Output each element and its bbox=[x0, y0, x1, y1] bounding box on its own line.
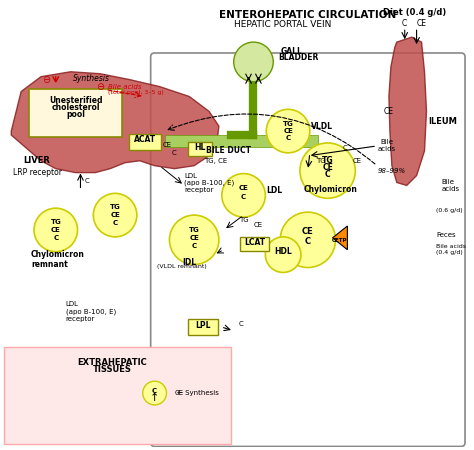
Text: BILE DUCT: BILE DUCT bbox=[206, 146, 251, 155]
Text: VLDL: VLDL bbox=[311, 122, 333, 130]
Polygon shape bbox=[11, 72, 219, 173]
FancyBboxPatch shape bbox=[29, 89, 122, 137]
Text: Bile
acids: Bile acids bbox=[441, 179, 459, 192]
Text: C: C bbox=[325, 170, 330, 179]
Text: BLADDER: BLADDER bbox=[278, 53, 319, 62]
Text: ACAT: ACAT bbox=[134, 135, 156, 144]
Text: TG: TG bbox=[239, 217, 248, 223]
Text: C: C bbox=[191, 243, 197, 249]
Text: C: C bbox=[305, 237, 311, 246]
Circle shape bbox=[265, 237, 301, 272]
Text: ⊖: ⊖ bbox=[42, 75, 50, 85]
Polygon shape bbox=[389, 37, 427, 185]
Text: C: C bbox=[238, 321, 243, 327]
Text: (total pool, 3–5 g): (total pool, 3–5 g) bbox=[108, 90, 164, 94]
Text: ↑: ↑ bbox=[150, 393, 159, 403]
Text: LPL: LPL bbox=[195, 321, 211, 330]
Text: Feces: Feces bbox=[437, 232, 456, 238]
Text: CE: CE bbox=[417, 19, 427, 28]
Text: C: C bbox=[53, 235, 58, 241]
Text: CE: CE bbox=[238, 185, 248, 191]
FancyBboxPatch shape bbox=[129, 134, 161, 150]
Text: LDL
(apo B-100, E)
receptor: LDL (apo B-100, E) receptor bbox=[65, 301, 116, 322]
Text: CE: CE bbox=[353, 158, 362, 164]
Text: C: C bbox=[285, 135, 291, 141]
Text: HDL: HDL bbox=[274, 247, 292, 256]
Text: ILEUM: ILEUM bbox=[428, 117, 457, 126]
Circle shape bbox=[169, 215, 219, 265]
Text: 98–99%: 98–99% bbox=[378, 168, 406, 174]
Circle shape bbox=[280, 212, 336, 267]
Text: Synthesis: Synthesis bbox=[73, 74, 109, 83]
Text: TG: TG bbox=[283, 121, 293, 127]
Text: TG, CE: TG, CE bbox=[204, 158, 228, 164]
FancyBboxPatch shape bbox=[4, 346, 231, 445]
Circle shape bbox=[234, 42, 273, 81]
Text: Unesterified: Unesterified bbox=[49, 96, 102, 105]
Text: cholesterol: cholesterol bbox=[51, 104, 100, 112]
Text: TG: TG bbox=[189, 227, 200, 233]
Text: CE: CE bbox=[51, 227, 61, 233]
Text: (0.6 g/d): (0.6 g/d) bbox=[437, 207, 463, 213]
Text: HL: HL bbox=[194, 144, 206, 153]
Polygon shape bbox=[333, 226, 347, 250]
Text: ENTEROHEPATIC CIRCULATION: ENTEROHEPATIC CIRCULATION bbox=[219, 10, 396, 21]
Text: IDL: IDL bbox=[182, 257, 196, 266]
Circle shape bbox=[300, 143, 356, 198]
Text: TG: TG bbox=[109, 204, 120, 210]
Circle shape bbox=[143, 381, 166, 405]
Text: C: C bbox=[112, 220, 118, 226]
Text: TG: TG bbox=[316, 158, 326, 164]
Text: Bile acids: Bile acids bbox=[108, 84, 142, 90]
Text: Bile acids
(0.4 g/d): Bile acids (0.4 g/d) bbox=[437, 244, 466, 255]
FancyArrow shape bbox=[164, 135, 318, 147]
Circle shape bbox=[222, 174, 265, 217]
FancyBboxPatch shape bbox=[188, 319, 218, 335]
Text: LCAT: LCAT bbox=[244, 238, 265, 248]
Text: HEPATIC PORTAL VEIN: HEPATIC PORTAL VEIN bbox=[235, 20, 332, 29]
Text: C: C bbox=[402, 19, 407, 28]
Text: CE: CE bbox=[189, 235, 199, 241]
Text: ← Synthesis: ← Synthesis bbox=[177, 390, 219, 396]
Text: CE: CE bbox=[163, 142, 172, 148]
Text: CETP: CETP bbox=[332, 238, 347, 243]
Circle shape bbox=[93, 194, 137, 237]
Text: LRP receptor: LRP receptor bbox=[13, 168, 62, 177]
Text: CE: CE bbox=[302, 227, 314, 236]
Circle shape bbox=[266, 109, 310, 153]
FancyBboxPatch shape bbox=[188, 142, 212, 156]
Text: ⊖: ⊖ bbox=[96, 81, 104, 92]
Text: C: C bbox=[152, 388, 157, 394]
Text: Bile
acids: Bile acids bbox=[378, 140, 396, 153]
Text: TG: TG bbox=[50, 219, 61, 225]
Text: pool: pool bbox=[66, 110, 85, 119]
Text: CE: CE bbox=[254, 222, 263, 228]
Text: CE: CE bbox=[384, 107, 394, 116]
Text: CE: CE bbox=[175, 390, 184, 396]
Text: CE: CE bbox=[322, 163, 333, 172]
Text: LDL: LDL bbox=[266, 186, 283, 195]
FancyBboxPatch shape bbox=[240, 237, 269, 251]
Text: CE: CE bbox=[110, 212, 120, 218]
Text: TG: TG bbox=[322, 156, 333, 165]
Text: GALL: GALL bbox=[280, 47, 302, 56]
Text: C: C bbox=[84, 177, 89, 184]
Text: (VLDL remnant): (VLDL remnant) bbox=[157, 264, 207, 269]
Text: Diet (0.4 g/d): Diet (0.4 g/d) bbox=[383, 8, 446, 17]
Circle shape bbox=[34, 208, 78, 252]
Text: Chylomicron
remnant: Chylomicron remnant bbox=[31, 250, 85, 269]
Text: C: C bbox=[172, 150, 177, 156]
Text: C: C bbox=[343, 145, 348, 151]
Text: Chylomicron: Chylomicron bbox=[304, 185, 358, 194]
Text: CE: CE bbox=[283, 128, 293, 134]
Text: EXTRAHEPATIC: EXTRAHEPATIC bbox=[77, 359, 147, 368]
Text: C: C bbox=[241, 194, 246, 200]
Text: LDL
(apo B-100, E)
receptor: LDL (apo B-100, E) receptor bbox=[184, 173, 235, 193]
Text: LIVER: LIVER bbox=[23, 156, 50, 165]
Text: TISSUES: TISSUES bbox=[93, 365, 132, 374]
